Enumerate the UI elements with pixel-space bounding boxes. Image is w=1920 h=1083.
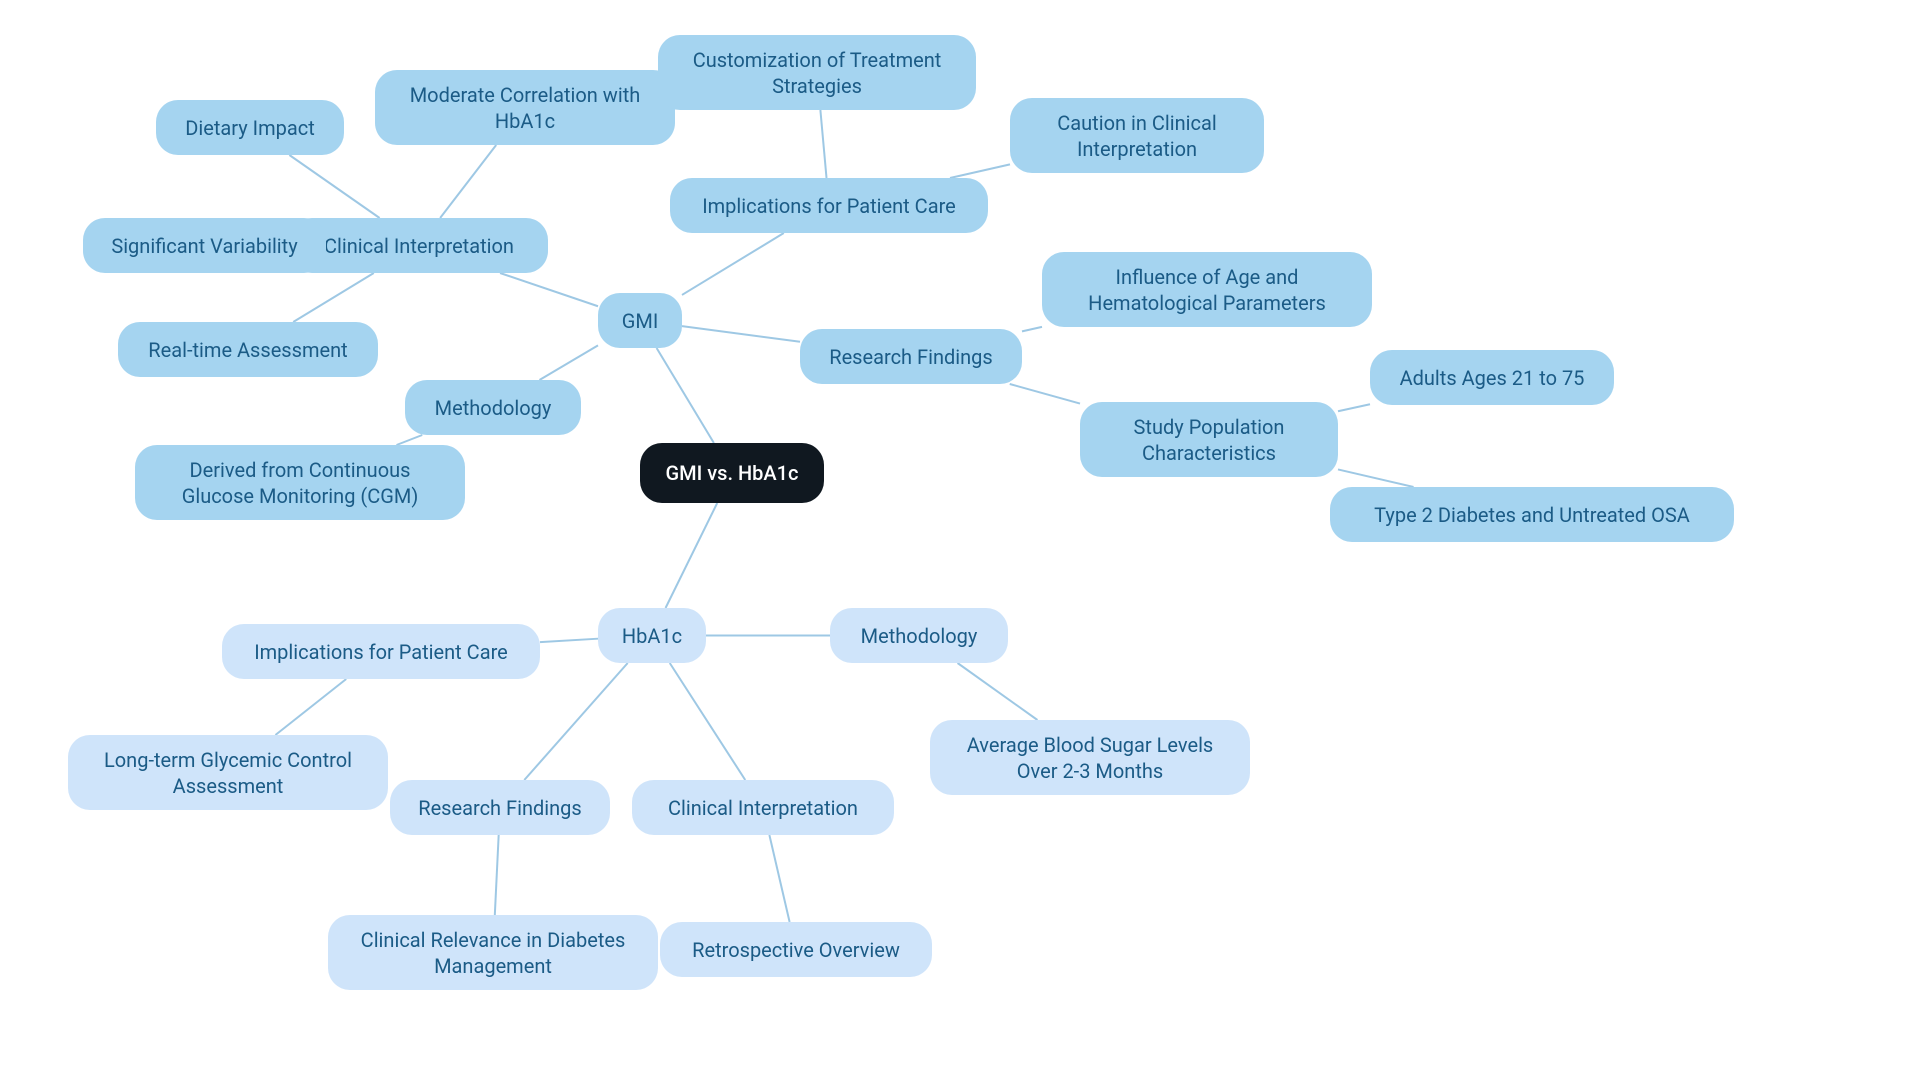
edge-h_impl-h_impl_1 [275,679,346,735]
edge-hba-h_impl [540,639,598,642]
edge-g_impl-g_impl_1 [820,110,826,178]
node-h_impl: Implications for Patient Care [222,624,540,679]
node-g_impl_2: Caution in Clinical Interpretation [1010,98,1264,173]
edge-g_impl-g_impl_2 [950,164,1010,178]
edge-g_ci-g_ci_4 [293,273,374,322]
mindmap-canvas: GMI vs. HbA1c GMI HbA1c Methodology Derived … [0,0,1920,1083]
node-h_method: Methodology [830,608,1008,663]
edge-root-gmi [657,348,714,443]
node-g_rf_2: Study Population Characteristics [1080,402,1338,477]
node-h_impl_1: Long-term Glycemic Control Assessment [68,735,388,810]
node-h_ci: Clinical Interpretation [632,780,894,835]
node-g_rf_2b: Type 2 Diabetes and Untreated OSA [1330,487,1734,542]
edge-gmi-g_rf [682,326,800,342]
node-root: GMI vs. HbA1c [640,443,824,503]
edge-h_ci-h_ci_1 [769,835,789,922]
edge-g_rf_2-g_rf_2a [1338,404,1370,411]
node-g_method: Methodology [405,380,581,435]
edge-h_method-h_method_1 [958,663,1038,720]
edge-g_rf-g_rf_2 [1010,384,1080,404]
node-h_ci_1: Retrospective Overview [660,922,932,977]
node-h_method_1: Average Blood Sugar Levels Over 2-3 Mont… [930,720,1250,795]
node-g_rf_2a: Adults Ages 21 to 75 [1370,350,1614,405]
node-g_rf: Research Findings [800,329,1022,384]
edge-root-hba [666,503,718,608]
node-g_ci_2: Dietary Impact [156,100,344,155]
edge-h_rf-h_rf_1 [495,835,499,915]
node-g_ci: Clinical Interpretation [290,218,548,273]
node-g_impl_1: Customization of Treatment Strategies [658,35,976,110]
edge-g_ci-g_ci_1 [440,145,496,218]
edge-gmi-g_impl [682,233,784,295]
edge-g_rf-g_rf_1 [1022,327,1042,332]
node-g_ci_3: Significant Variability [83,218,326,273]
edge-gmi-g_ci [500,273,598,306]
edge-hba-h_ci [670,663,746,780]
node-g_rf_1: Influence of Age and Hematological Param… [1042,252,1372,327]
edge-gmi-g_method [539,345,598,380]
node-g_ci_1: Moderate Correlation with HbA1c [375,70,675,145]
node-h_rf: Research Findings [390,780,610,835]
node-g_method_1: Derived from Continuous Glucose Monitori… [135,445,465,520]
edge-g_method-g_method_1 [397,435,423,445]
edge-hba-h_rf [524,663,627,780]
edge-g_ci-g_ci_2 [289,155,379,218]
node-g_impl: Implications for Patient Care [670,178,988,233]
node-gmi: GMI [598,293,682,348]
node-h_rf_1: Clinical Relevance in Diabetes Managemen… [328,915,658,990]
node-hba: HbA1c [598,608,706,663]
edge-g_rf_2-g_rf_2b [1338,469,1414,487]
node-g_ci_4: Real-time Assessment [118,322,378,377]
